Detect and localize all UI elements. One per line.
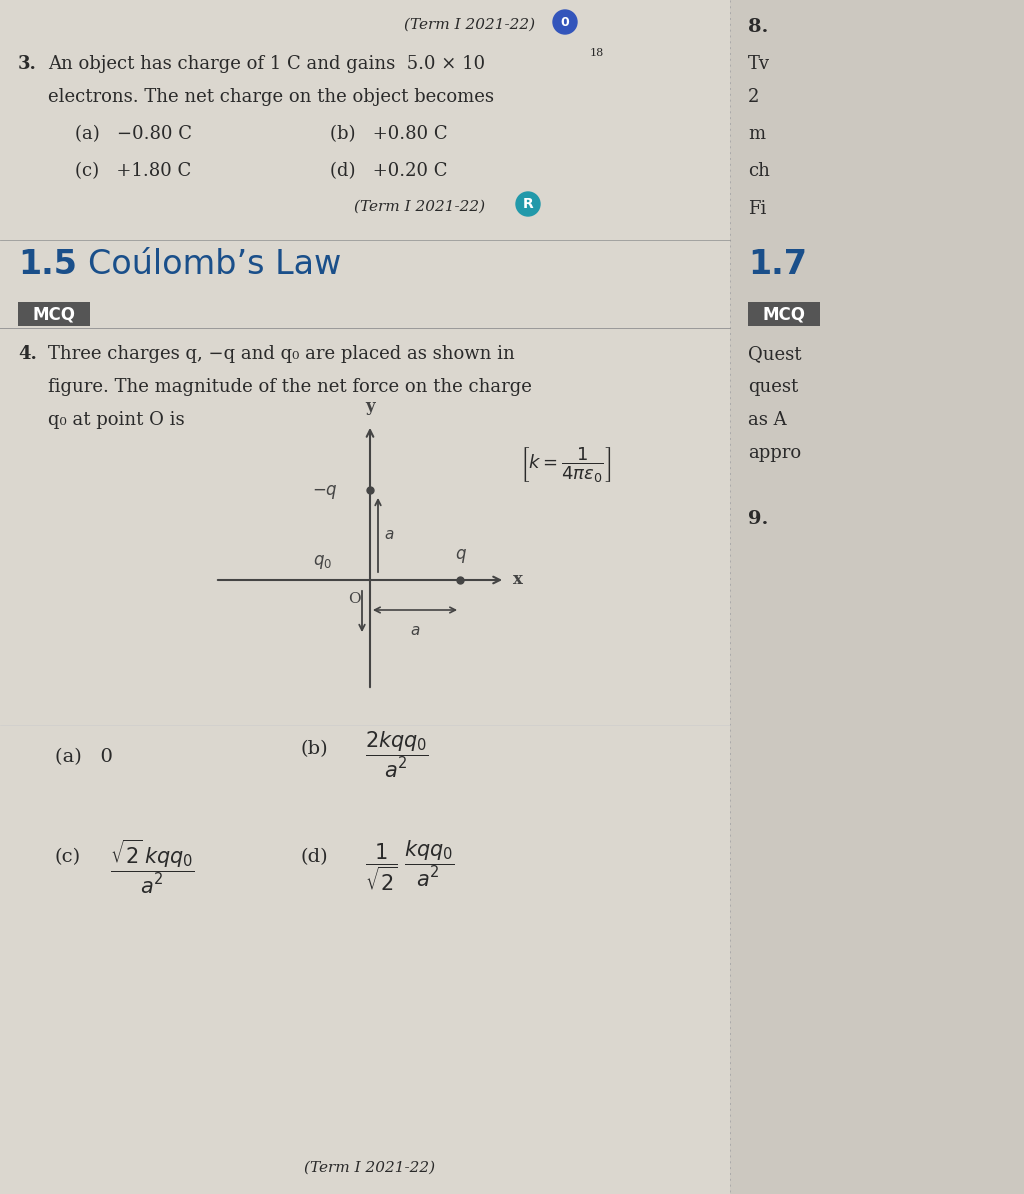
Text: (Term I 2021-22): (Term I 2021-22) xyxy=(354,201,485,214)
Text: m: m xyxy=(748,125,765,143)
Text: Tv: Tv xyxy=(748,55,770,73)
Text: $\dfrac{2kqq_0}{a^2}$: $\dfrac{2kqq_0}{a^2}$ xyxy=(365,730,429,780)
Text: R: R xyxy=(522,197,534,211)
Text: 0: 0 xyxy=(560,16,569,29)
Text: x: x xyxy=(513,572,523,589)
Text: 18: 18 xyxy=(590,48,604,59)
Text: $q_0$: $q_0$ xyxy=(313,553,332,571)
Text: (d)   +0.20 C: (d) +0.20 C xyxy=(330,162,447,180)
Text: electrons. The net charge on the object becomes: electrons. The net charge on the object … xyxy=(48,88,494,106)
Text: 9.: 9. xyxy=(748,510,768,528)
Text: (d): (d) xyxy=(300,848,328,866)
Text: appro: appro xyxy=(748,444,801,462)
Text: Coúlomb’s Law: Coúlomb’s Law xyxy=(88,248,341,281)
Text: (b)   +0.80 C: (b) +0.80 C xyxy=(330,125,447,143)
Text: O: O xyxy=(348,592,360,607)
Circle shape xyxy=(553,10,577,33)
Text: (a)   −0.80 C: (a) −0.80 C xyxy=(75,125,193,143)
Bar xyxy=(730,0,1024,1194)
Text: 3.: 3. xyxy=(18,55,37,73)
Text: An object has charge of 1 C and gains  5.0 × 10: An object has charge of 1 C and gains 5.… xyxy=(48,55,485,73)
Text: (a)   0: (a) 0 xyxy=(55,747,113,767)
Text: q₀ at point O is: q₀ at point O is xyxy=(48,411,184,429)
Text: 1.5: 1.5 xyxy=(18,248,77,281)
Text: quest: quest xyxy=(748,378,799,396)
Bar xyxy=(748,302,820,326)
Text: (b): (b) xyxy=(300,740,328,758)
Text: Fi: Fi xyxy=(748,201,766,219)
Text: MCQ: MCQ xyxy=(33,304,76,324)
Text: $\left[k = \dfrac{1}{4\pi\varepsilon_0}\right]$: $\left[k = \dfrac{1}{4\pi\varepsilon_0}\… xyxy=(520,445,611,484)
Text: as A: as A xyxy=(748,411,786,429)
Bar xyxy=(18,302,90,326)
Text: Quest: Quest xyxy=(748,345,802,363)
Circle shape xyxy=(516,192,540,216)
Text: $q$: $q$ xyxy=(455,547,467,565)
Text: (Term I 2021-22): (Term I 2021-22) xyxy=(404,18,536,32)
Text: 2: 2 xyxy=(748,88,760,106)
Text: $-q$: $-q$ xyxy=(312,484,338,501)
Text: 1.7: 1.7 xyxy=(748,248,807,281)
Text: 8.: 8. xyxy=(748,18,768,36)
Text: $\dfrac{1}{\sqrt{2}}\;\dfrac{kqq_0}{a^2}$: $\dfrac{1}{\sqrt{2}}\;\dfrac{kqq_0}{a^2}… xyxy=(365,838,455,893)
Text: $\dfrac{\sqrt{2}\,kqq_0}{a^2}$: $\dfrac{\sqrt{2}\,kqq_0}{a^2}$ xyxy=(110,838,195,897)
Text: MCQ: MCQ xyxy=(763,304,806,324)
Text: 4.: 4. xyxy=(18,345,37,363)
Text: ch: ch xyxy=(748,162,770,180)
Text: figure. The magnitude of the net force on the charge: figure. The magnitude of the net force o… xyxy=(48,378,531,396)
Text: (c): (c) xyxy=(55,848,81,866)
Text: Three charges q, −q and q₀ are placed as shown in: Three charges q, −q and q₀ are placed as… xyxy=(48,345,515,363)
Text: $a$: $a$ xyxy=(410,624,420,638)
Text: $a$: $a$ xyxy=(384,528,394,542)
Text: (Term I 2021-22): (Term I 2021-22) xyxy=(304,1161,435,1175)
Text: y: y xyxy=(366,398,375,416)
Text: (c)   +1.80 C: (c) +1.80 C xyxy=(75,162,191,180)
Bar xyxy=(0,0,730,1194)
